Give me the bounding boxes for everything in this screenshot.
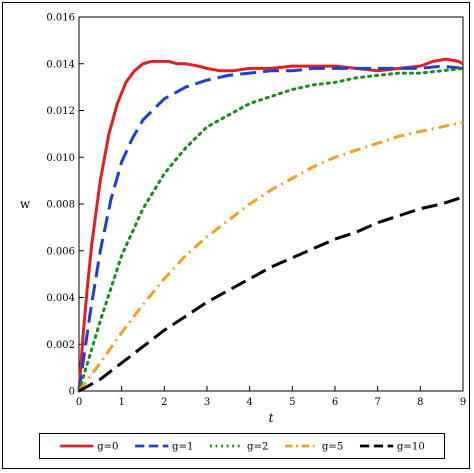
x-tick-label: 4 [246, 397, 252, 408]
legend-label: g=10 [397, 442, 425, 453]
series-line-g-5 [77, 120, 464, 392]
y-tick-label: 0.008 [46, 200, 75, 211]
legend: g=0 g=1 g=2 g=5 g=10 [39, 433, 445, 459]
series-line-g-1 [77, 64, 464, 392]
x-axis: 0 1 2 3 4 5 6 7 8 9 [76, 386, 466, 408]
y-tick-label: 0.010 [46, 153, 75, 164]
chart-frame: 0 0.002 0.004 0.006 0.008 0.010 0.012 0.014 0.01… [2, 2, 470, 469]
x-tick-label: 5 [289, 397, 295, 408]
y-tick-label: 0.002 [46, 340, 75, 351]
legend-label: g=5 [322, 442, 343, 453]
legend-label: g=0 [97, 442, 118, 453]
y-tick-label: 0.016 [46, 13, 75, 24]
x-tick-label: 0 [76, 397, 82, 408]
x-tick-label: 7 [374, 397, 380, 408]
series-layer [77, 57, 465, 393]
legend-label: g=1 [172, 442, 193, 453]
y-tick-label: 0 [69, 387, 75, 398]
y-tick-label: 0.012 [46, 106, 75, 117]
line-chart: 0 0.002 0.004 0.006 0.008 0.010 0.012 0.014 0.01… [20, 13, 466, 426]
series-line-g-0 [77, 57, 464, 392]
x-axis-label: t [269, 411, 274, 425]
y-tick-label: 0.004 [46, 293, 75, 304]
y-axis: 0 0.002 0.004 0.006 0.008 0.010 0.012 0.014 0.01… [46, 13, 84, 398]
series-line-g-2 [77, 66, 465, 393]
y-tick-label: 0.014 [46, 59, 75, 70]
y-tick-label: 0.006 [46, 246, 75, 257]
x-tick-label: 3 [204, 397, 210, 408]
y-axis-label: w [20, 197, 31, 211]
x-tick-label: 2 [161, 397, 167, 408]
x-tick-label: 8 [417, 397, 423, 408]
legend-label: g=2 [247, 442, 268, 453]
x-tick-label: 6 [332, 397, 338, 408]
series-line-g-10 [78, 195, 464, 393]
x-tick-label: 9 [460, 397, 466, 408]
x-tick-label: 1 [118, 397, 124, 408]
